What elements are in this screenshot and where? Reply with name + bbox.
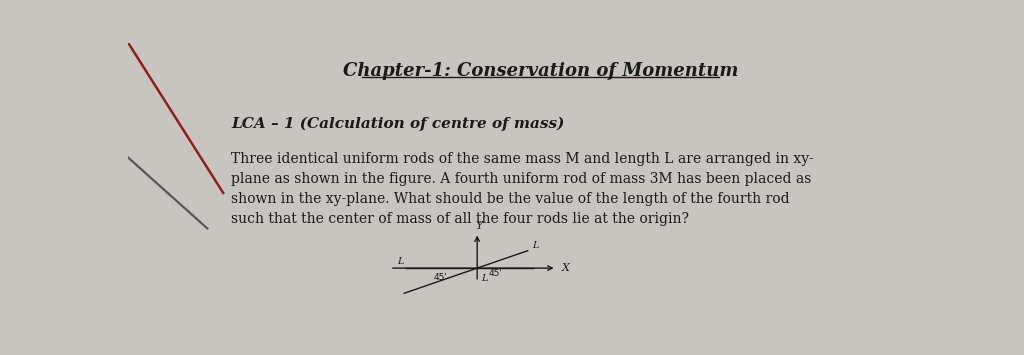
Text: L: L <box>531 241 539 250</box>
Text: LCA – 1 (Calculation of centre of mass): LCA – 1 (Calculation of centre of mass) <box>231 116 564 131</box>
Text: L: L <box>481 274 487 283</box>
Text: Y: Y <box>476 221 483 231</box>
Text: Three identical uniform rods of the same mass M and length L are arranged in xy-: Three identical uniform rods of the same… <box>231 152 814 226</box>
Text: 45': 45' <box>488 269 502 278</box>
Text: L: L <box>397 257 403 266</box>
Text: 45': 45' <box>433 273 447 282</box>
Text: Chapter-1: Conservation of Momentum: Chapter-1: Conservation of Momentum <box>343 62 738 80</box>
Text: X: X <box>562 263 570 273</box>
